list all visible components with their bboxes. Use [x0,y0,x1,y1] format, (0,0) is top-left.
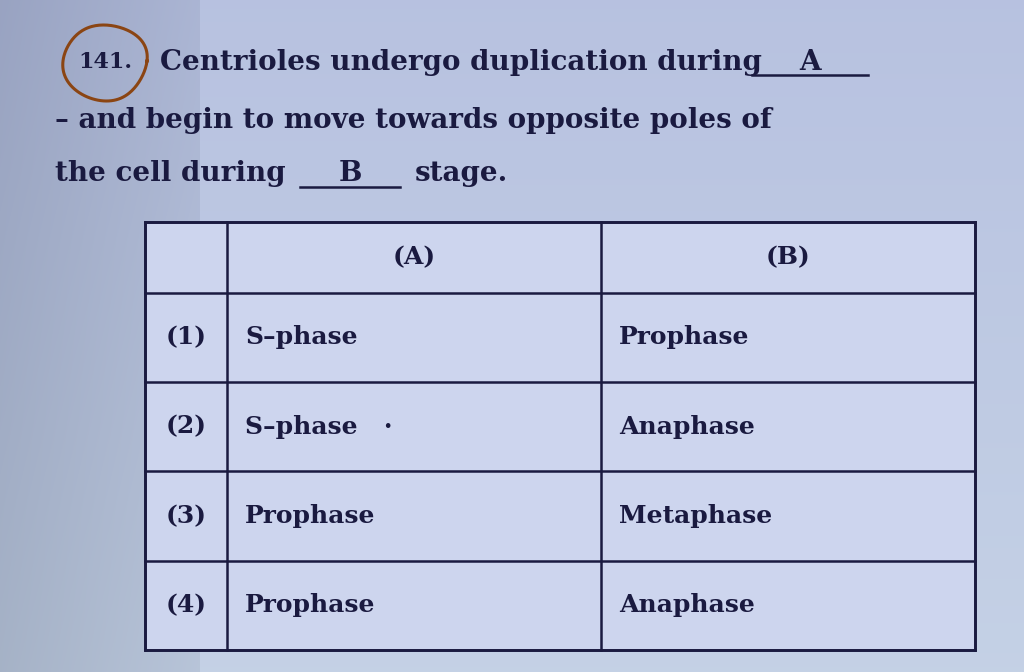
Text: (2): (2) [166,415,207,439]
Text: S–phase: S–phase [245,325,357,349]
Text: (3): (3) [166,504,207,528]
Text: (A): (A) [392,245,435,269]
FancyBboxPatch shape [145,222,975,650]
Text: (4): (4) [166,593,207,618]
Text: A: A [799,48,821,75]
Text: S–phase   ·: S–phase · [245,415,392,439]
Text: Prophase: Prophase [245,593,376,618]
Text: Centrioles undergo duplication during: Centrioles undergo duplication during [160,48,762,75]
Text: Prophase: Prophase [618,325,750,349]
Text: Anaphase: Anaphase [618,415,755,439]
Text: the cell during: the cell during [55,161,286,187]
Text: (B): (B) [766,245,810,269]
Text: – and begin to move towards opposite poles of: – and begin to move towards opposite pol… [55,106,772,134]
Text: Anaphase: Anaphase [618,593,755,618]
Text: Metaphase: Metaphase [618,504,772,528]
Text: Prophase: Prophase [245,504,376,528]
Text: B: B [338,161,361,187]
Text: 141.: 141. [78,51,132,73]
Text: (1): (1) [166,325,207,349]
Text: stage.: stage. [415,161,508,187]
